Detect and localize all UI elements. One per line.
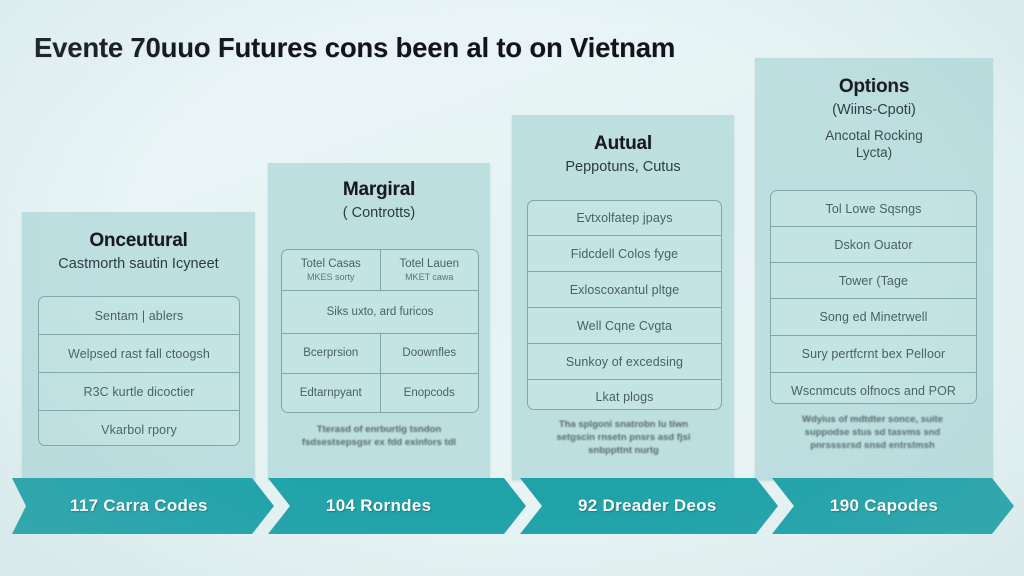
page-title: Evente 70uuo Futures cons been al to on … (34, 32, 676, 63)
list-item[interactable]: Vkarbol rpory (101, 422, 177, 437)
card-header: Onceutural Castmorth sautin Icyneet (22, 212, 255, 273)
table-row: Edtarnpyant Enopcods (282, 374, 479, 412)
list-item[interactable]: Song ed Minetrwell (771, 299, 976, 336)
table-cell[interactable]: Edtarnpyant (282, 374, 381, 412)
card-title: Margiral (342, 179, 416, 200)
list-item[interactable]: Sentam | ablers (39, 297, 239, 335)
chevron-step-3[interactable]: 92 Dreader Deos (520, 478, 778, 534)
cell-main: Bcerprsion (303, 347, 359, 360)
chevron-step-2[interactable]: 104 Rorndes (268, 478, 526, 534)
chevron-label: 104 Rorndes (326, 496, 432, 515)
chevron-label: 92 Dreader Deos (578, 496, 717, 515)
cell-main: Siks uxto, ard furicos (326, 305, 434, 318)
detail-box-margiral: Totel Casas MKES sorty Totel Lauen MKET … (281, 249, 479, 413)
detail-box-oncuetural: Sentam | ablers Welpsed rast fall ctoogs… (38, 296, 240, 446)
chevron-label: 190 Capodes (830, 496, 939, 515)
cell-main: Edtarnpyant (299, 387, 362, 400)
detail-box-options: Tol Lowe Sqsngs Dskon Ouator Tower (Tage… (770, 190, 977, 404)
card-subtitle: Castmorth sautin Icyneet (58, 256, 219, 272)
card-subtitle-secondary: Ancotal Rocking Lycta) (825, 128, 923, 160)
list-item[interactable]: Evtxolfatep jpays (528, 201, 721, 236)
table-cell[interactable]: Doownfles (381, 334, 479, 373)
card-footnote: Wdyius of mdtdter sonce, suite suppodse … (802, 414, 943, 451)
table-cell[interactable]: Totel Casas MKES sorty (282, 250, 381, 290)
list-item[interactable]: R3C kurtle dicoctier (39, 373, 239, 411)
list-item[interactable]: Well Cqne Cvgta (528, 308, 721, 344)
list-item[interactable]: Tol Lowe Sqsngs (771, 191, 976, 227)
table-cell-wide[interactable]: Siks uxto, ard furicos (282, 291, 478, 333)
cell-sub: MKET cawa (405, 271, 454, 282)
list-item[interactable]: Wscnmcuts olfnocs and POR (790, 383, 957, 398)
card-subtitle: (Wiins-Cpoti) (832, 102, 916, 118)
list-item[interactable]: Exloscoxantul pltge (528, 272, 721, 308)
cell-main: Totel Lauen (399, 257, 459, 270)
card-title: Onceutural (89, 230, 188, 251)
cell-main: Totel Casas (300, 257, 361, 270)
list-item[interactable]: Sunkoy of excedsing (528, 344, 721, 380)
detail-box-autual: Evtxolfatep jpays Fidcdell Colos fyge Ex… (527, 200, 722, 410)
table-row: Bcerprsion Doownfles (282, 334, 478, 374)
card-footnote: Tterasd of enrburtig tsndon fsdsestsepsg… (301, 424, 457, 448)
list-item[interactable]: Tower (Tage (771, 263, 976, 299)
table-row: Totel Casas MKES sorty Totel Lauen MKET … (282, 250, 478, 291)
card-footnote: Tha splgoni snatrobn lu tiwn setgscin rn… (556, 419, 691, 456)
table-row: Siks uxto, ard furicos (282, 291, 478, 334)
table-cell[interactable]: Enopcods (381, 374, 479, 412)
list-item[interactable]: Dskon Ouator (771, 227, 976, 263)
cell-main: Doownfles (402, 347, 457, 360)
list-item[interactable]: Lkat plogs (595, 390, 654, 404)
chevron-step-1[interactable]: 117 Carra Codes (12, 478, 274, 534)
card-header: Autual Peppotuns, Cutus (512, 115, 734, 176)
table-cell[interactable]: Bcerprsion (282, 334, 381, 373)
card-header: Margiral ( Controtts) (268, 163, 490, 222)
table-cell[interactable]: Totel Lauen MKET cawa (381, 250, 479, 290)
card-header: Options (Wiins-Cpoti) Ancotal Rocking Ly… (755, 58, 993, 162)
card-title: Options (838, 76, 910, 97)
stage-progress-bar: 117 Carra Codes 104 Rorndes 92 Dreader D… (0, 478, 1024, 534)
card-title: Autual (594, 133, 652, 154)
card-subtitle: Peppotuns, Cutus (565, 159, 681, 175)
chevron-label: 117 Carra Codes (70, 496, 208, 515)
chevron-step-4[interactable]: 190 Capodes (772, 478, 1014, 534)
cell-main: Enopcods (403, 387, 455, 400)
list-item[interactable]: Fidcdell Colos fyge (528, 236, 721, 272)
card-subtitle: ( Controtts) (342, 205, 416, 221)
list-item[interactable]: Welpsed rast fall ctoogsh (39, 335, 239, 373)
list-item[interactable]: Sury pertfcrnt bex Pelloor (771, 336, 976, 373)
cell-sub: MKES sorty (306, 271, 355, 282)
